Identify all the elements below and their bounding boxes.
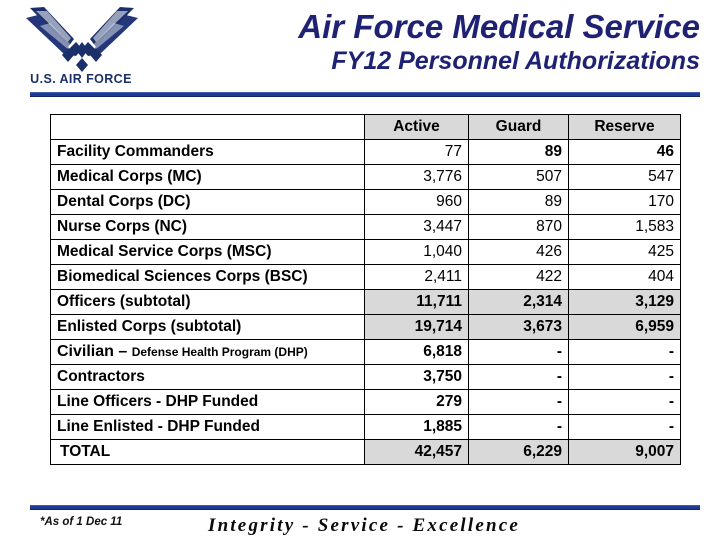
cell-reserve: 547 <box>568 164 681 190</box>
table-row: Medical Service Corps (MSC) 1,040 426 425 <box>50 239 681 265</box>
row-label: Medical Corps (MC) <box>50 164 365 190</box>
cell-guard: 2,314 <box>468 289 569 315</box>
column-header-reserve: Reserve <box>568 114 681 140</box>
table-row: Facility Commanders 77 89 46 <box>50 139 681 165</box>
cell-guard: - <box>468 364 569 390</box>
cell-reserve: 46 <box>568 139 681 165</box>
row-label-major: Civilian – <box>57 343 132 360</box>
title-block: Air Force Medical Service FY12 Personnel… <box>298 8 700 76</box>
table-header-row: Active Guard Reserve <box>50 114 681 140</box>
table-body: Facility Commanders 77 89 46 Medical Corps (… <box>50 139 681 465</box>
cell-reserve: - <box>568 414 681 440</box>
cell-guard: - <box>468 389 569 415</box>
table-row: Medical Corps (MC) 3,776 507 547 <box>50 164 681 190</box>
logo-caption: U.S. AIR FORCE <box>30 72 132 86</box>
as-of-note: *As of 1 Dec 11 <box>40 516 123 528</box>
row-label: Contractors <box>50 364 365 390</box>
row-label: Facility Commanders <box>50 139 365 165</box>
cell-guard: 870 <box>468 214 569 240</box>
cell-active: 2,411 <box>364 264 469 290</box>
page-title: Air Force Medical Service <box>298 8 700 45</box>
row-label: Medical Service Corps (MSC) <box>50 239 365 265</box>
cell-guard: 3,673 <box>468 314 569 340</box>
cell-active: 77 <box>364 139 469 165</box>
table-corner-cell <box>50 114 365 140</box>
cell-guard: 89 <box>468 189 569 215</box>
cell-active: 1,040 <box>364 239 469 265</box>
row-label-minor: Defense Health Program (DHP) <box>131 345 308 359</box>
cell-reserve: - <box>568 364 681 390</box>
cell-active: 3,776 <box>364 164 469 190</box>
cell-reserve: 425 <box>568 239 681 265</box>
row-label: Civilian – Defense Health Program (DHP) <box>50 339 365 365</box>
cell-guard: 507 <box>468 164 569 190</box>
header-divider <box>30 92 700 97</box>
air-force-wings-icon <box>26 7 138 72</box>
row-label: Biomedical Sciences Corps (BSC) <box>50 264 365 290</box>
cell-reserve: - <box>568 339 681 365</box>
cell-active: 42,457 <box>364 439 469 465</box>
cell-active: 3,447 <box>364 214 469 240</box>
cell-reserve: 9,007 <box>568 439 681 465</box>
authorizations-table: Active Guard Reserve Facility Commanders… <box>50 114 681 465</box>
table-row: Dental Corps (DC) 960 89 170 <box>50 189 681 215</box>
authorizations-table-container: Active Guard Reserve Facility Commanders… <box>50 114 681 465</box>
footer-divider <box>30 505 700 510</box>
table-row: Officers (subtotal) 11,711 2,314 3,129 <box>50 289 681 315</box>
motto: Integrity - Service - Excellence <box>207 515 521 536</box>
cell-guard: 89 <box>468 139 569 165</box>
cell-active: 1,885 <box>364 414 469 440</box>
cell-reserve: - <box>568 389 681 415</box>
column-header-active: Active <box>364 114 469 140</box>
cell-active: 3,750 <box>364 364 469 390</box>
cell-reserve: 1,583 <box>568 214 681 240</box>
cell-reserve: 6,959 <box>568 314 681 340</box>
table-row: Line Officers - DHP Funded 279- - <box>50 389 681 415</box>
row-label: Enlisted Corps (subtotal) <box>50 314 365 340</box>
cell-active: 960 <box>364 189 469 215</box>
table-row: TOTAL 42,457 6,229 9,007 <box>50 439 681 465</box>
cell-active: 279 <box>364 389 469 415</box>
column-header-guard: Guard <box>468 114 569 140</box>
cell-reserve: 170 <box>568 189 681 215</box>
table-row: Contractors 3,750- - <box>50 364 681 390</box>
cell-guard: - <box>468 339 569 365</box>
table-row: Biomedical Sciences Corps (BSC) 2,411 422 4… <box>50 264 681 290</box>
cell-guard: 426 <box>468 239 569 265</box>
air-force-logo: U.S. AIR FORCE <box>16 6 146 94</box>
page-subtitle: FY12 Personnel Authorizations <box>331 47 700 75</box>
table-row: Line Enlisted - DHP Funded 1,885- - <box>50 414 681 440</box>
table-row: Enlisted Corps (subtotal) 19,714 3,673 6,95… <box>50 314 681 340</box>
page-header: U.S. AIR FORCE Air Force Medical Service… <box>0 0 728 100</box>
cell-guard: - <box>468 414 569 440</box>
cell-guard: 422 <box>468 264 569 290</box>
table-row: Civilian – Defense Health Program (DHP) 6… <box>50 339 681 365</box>
cell-active: 6,818 <box>364 339 469 365</box>
table-row: Nurse Corps (NC) 3,447 870 1,583 <box>50 214 681 240</box>
row-label: Line Officers - DHP Funded <box>50 389 365 415</box>
row-label: Line Enlisted - DHP Funded <box>50 414 365 440</box>
row-label: Nurse Corps (NC) <box>50 214 365 240</box>
cell-active: 11,711 <box>364 289 469 315</box>
cell-active: 19,714 <box>364 314 469 340</box>
row-label: Officers (subtotal) <box>50 289 365 315</box>
row-label: Dental Corps (DC) <box>50 189 365 215</box>
cell-reserve: 404 <box>568 264 681 290</box>
cell-reserve: 3,129 <box>568 289 681 315</box>
cell-guard: 6,229 <box>468 439 569 465</box>
row-label: TOTAL <box>50 439 365 465</box>
